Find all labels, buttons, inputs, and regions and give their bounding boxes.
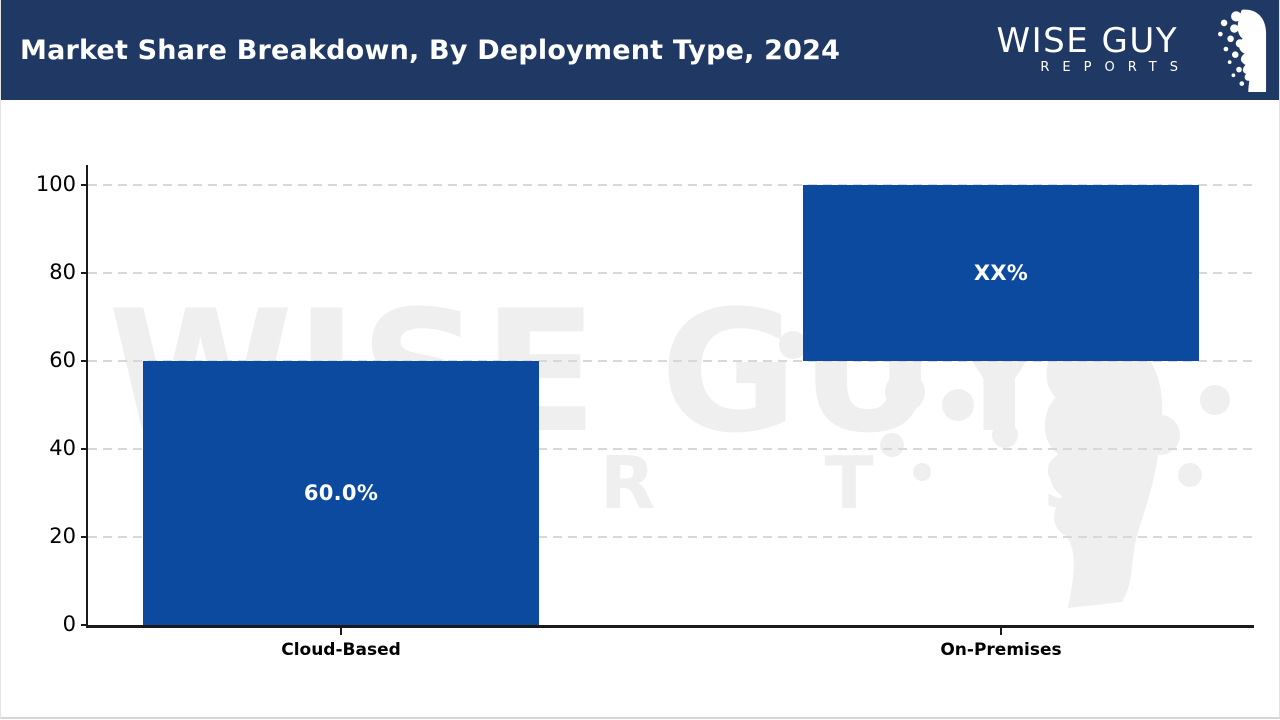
y-tick-label: 0 <box>62 612 76 636</box>
gridline <box>88 360 1256 362</box>
y-tick-label: 100 <box>35 172 76 196</box>
y-axis-tick <box>81 272 88 274</box>
y-tick-label: 20 <box>49 524 76 548</box>
gridline <box>88 536 1256 538</box>
y-axis-tick <box>81 536 88 538</box>
wiseguy-logo-text: WISE GUY REPORTS <box>996 23 1178 77</box>
y-axis-tick <box>81 624 88 626</box>
header-banner: Market Share Breakdown, By Deployment Ty… <box>0 0 1280 100</box>
x-axis-line <box>86 625 1254 628</box>
bar-value-label: 60.0% <box>303 481 379 505</box>
gridline <box>88 272 1256 274</box>
logo-wordmark: WISE GUY <box>996 21 1178 61</box>
y-tick-label: 60 <box>49 348 76 372</box>
y-tick-label: 80 <box>49 260 76 284</box>
gridline <box>88 184 1256 186</box>
bar-chart: WISE GUY R T S 0 20 40 60 80 100 60.0% Cloud-Ba… <box>0 100 1280 720</box>
wiseguy-logo: WISE GUY REPORTS <box>996 8 1280 92</box>
x-axis-tick <box>1000 628 1002 635</box>
x-category-label: On-Premises <box>940 640 1062 660</box>
x-category-label: Cloud-Based <box>281 640 401 660</box>
page-title: Market Share Breakdown, By Deployment Ty… <box>20 34 841 66</box>
x-axis-tick <box>340 628 342 635</box>
logo-subtitle: REPORTS <box>1040 60 1191 75</box>
y-tick-label: 40 <box>49 436 76 460</box>
bar-on-premises: XX% <box>803 185 1199 361</box>
y-axis-tick <box>81 184 88 186</box>
watermark-subtext: R T S <box>600 441 1167 525</box>
y-axis-tick <box>81 360 88 362</box>
bar-value-label: XX% <box>973 261 1029 285</box>
gridline <box>88 448 1256 450</box>
wiseguy-face-icon <box>1218 9 1267 92</box>
bar-cloud-based: 60.0% <box>143 361 539 625</box>
y-axis-tick <box>81 448 88 450</box>
y-axis-line <box>86 165 88 628</box>
